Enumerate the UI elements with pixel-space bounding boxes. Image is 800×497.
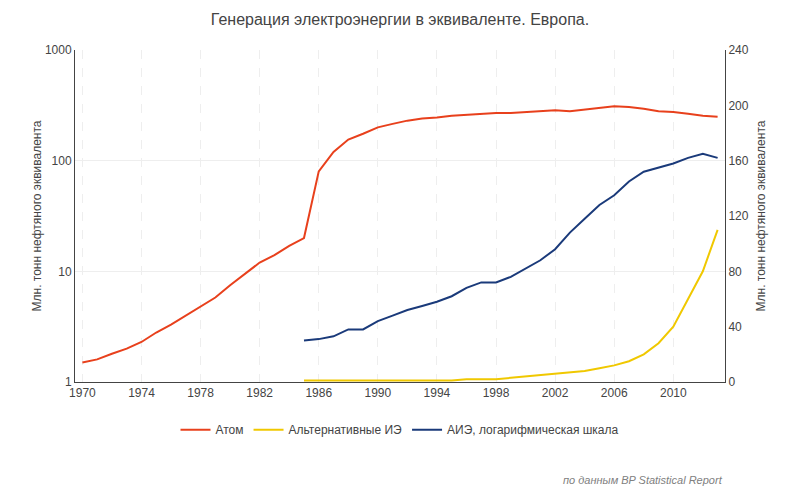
- svg-text:Альтернативные ИЭ: Альтернативные ИЭ: [289, 423, 403, 437]
- svg-text:по данным BP Statistical Repor: по данным BP Statistical Report: [563, 474, 723, 486]
- svg-text:2010: 2010: [660, 386, 687, 400]
- svg-text:Млн. тонн нефтяного эквивалент: Млн. тонн нефтяного эквивалента: [754, 120, 768, 311]
- svg-text:1998: 1998: [483, 386, 510, 400]
- svg-text:160: 160: [728, 154, 748, 168]
- svg-text:Млн. тонн нефтяного эквивалент: Млн. тонн нефтяного эквивалента: [30, 120, 44, 311]
- svg-text:240: 240: [728, 43, 748, 57]
- svg-text:0: 0: [728, 375, 735, 389]
- svg-text:АИЭ, логарифмическая шкала: АИЭ, логарифмическая шкала: [447, 423, 618, 437]
- svg-text:200: 200: [728, 99, 748, 113]
- svg-text:2006: 2006: [601, 386, 628, 400]
- svg-text:40: 40: [728, 320, 742, 334]
- svg-text:1982: 1982: [246, 386, 273, 400]
- svg-text:1986: 1986: [305, 386, 332, 400]
- svg-text:1990: 1990: [364, 386, 391, 400]
- svg-text:1978: 1978: [187, 386, 214, 400]
- svg-text:Генерация электроэнергии в экв: Генерация электроэнергии в эквиваленте. …: [211, 11, 589, 28]
- svg-text:120: 120: [728, 209, 748, 223]
- svg-text:10: 10: [58, 265, 72, 279]
- svg-text:1994: 1994: [424, 386, 451, 400]
- svg-text:1970: 1970: [69, 386, 96, 400]
- svg-text:Атом: Атом: [216, 423, 244, 437]
- svg-text:1974: 1974: [128, 386, 155, 400]
- svg-text:2002: 2002: [542, 386, 569, 400]
- svg-text:80: 80: [728, 265, 742, 279]
- svg-text:100: 100: [52, 154, 72, 168]
- svg-text:1000: 1000: [45, 43, 72, 57]
- svg-text:1: 1: [65, 375, 72, 389]
